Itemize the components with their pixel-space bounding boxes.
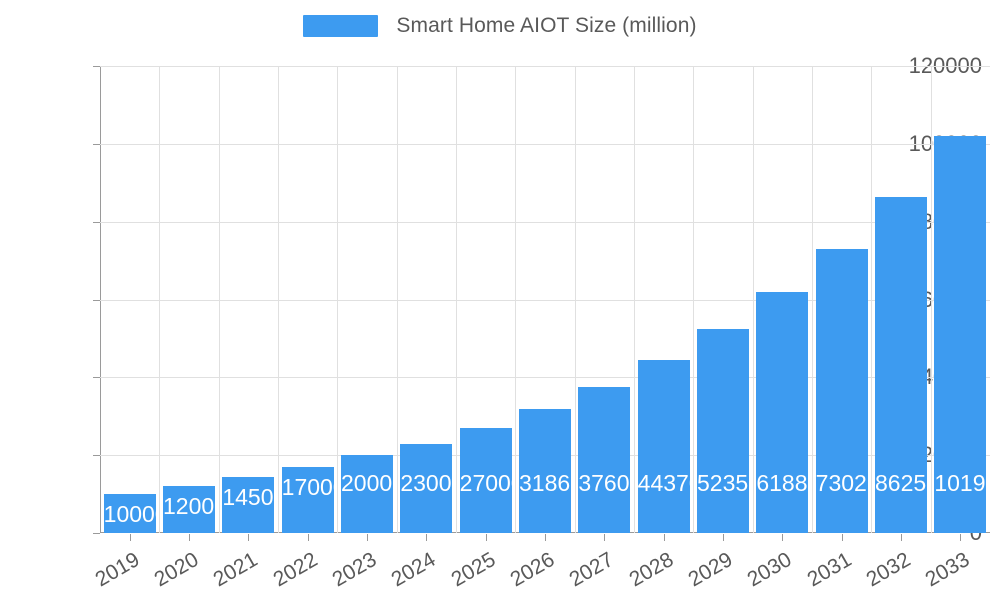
x-axis-tick-mark bbox=[248, 534, 249, 541]
legend-item-smart-home-aiot[interactable]: Smart Home AIOT Size (million) bbox=[303, 14, 696, 38]
bar-value-label: 52350 bbox=[697, 470, 749, 496]
x-axis-tick-label: 2032 bbox=[862, 548, 915, 592]
bar-value-label: 27000 bbox=[459, 470, 512, 496]
x-axis-tick-mark bbox=[782, 534, 783, 541]
bar[interactable]: 37600 bbox=[578, 386, 631, 533]
gridline-vertical bbox=[219, 66, 220, 533]
bar[interactable]: 10000 bbox=[103, 494, 156, 533]
x-axis-tick-label: 2030 bbox=[743, 548, 796, 592]
x-axis-tick-mark bbox=[130, 534, 131, 541]
x-axis-tick-label: 2033 bbox=[921, 548, 974, 592]
x-axis-tick-label: 2022 bbox=[269, 548, 322, 592]
x-axis-tick-mark bbox=[664, 534, 665, 541]
x-axis-tick-mark bbox=[426, 534, 427, 541]
legend-item-label: Smart Home AIOT Size (million) bbox=[396, 14, 697, 37]
x-axis-tick-label: 2019 bbox=[91, 548, 144, 592]
bar-value-label: 10000 bbox=[103, 501, 156, 528]
x-axis-tick-label: 2021 bbox=[209, 548, 262, 592]
gridline-horizontal bbox=[100, 66, 990, 67]
bar[interactable]: 44370 bbox=[637, 360, 690, 533]
bar[interactable]: 31860 bbox=[519, 409, 571, 533]
x-axis-tick-label: 2020 bbox=[150, 548, 203, 592]
bar[interactable]: 23000 bbox=[400, 443, 453, 533]
bar[interactable]: 14500 bbox=[222, 476, 275, 533]
bar-value-label: 86250 bbox=[875, 470, 927, 496]
gridline-horizontal bbox=[100, 221, 990, 223]
x-axis-tick-label: 2028 bbox=[625, 548, 678, 592]
gridline-vertical bbox=[337, 66, 338, 533]
chart-legend: Smart Home AIOT Size (million) bbox=[0, 14, 1000, 38]
gridline-vertical bbox=[397, 66, 398, 533]
gridline-vertical bbox=[575, 66, 576, 533]
gridline-vertical bbox=[159, 66, 160, 533]
y-axis-tick-mark bbox=[93, 143, 100, 145]
bar-value-label: 61880 bbox=[756, 470, 808, 496]
gridline-vertical bbox=[278, 66, 279, 533]
gridline-horizontal bbox=[100, 143, 990, 145]
x-axis-tick-label: 2026 bbox=[506, 548, 559, 592]
bar-value-label: 12000 bbox=[163, 493, 215, 520]
gridline-vertical bbox=[753, 66, 754, 533]
legend-swatch-icon bbox=[303, 15, 379, 37]
x-axis-tick-mark bbox=[960, 534, 961, 541]
x-axis-tick-label: 2027 bbox=[565, 548, 618, 592]
bar[interactable]: 12000 bbox=[163, 486, 215, 533]
bar-value-label: 20000 bbox=[341, 470, 393, 496]
x-axis-tick-mark bbox=[367, 534, 368, 541]
gridline-vertical bbox=[931, 66, 932, 533]
x-axis-tick-mark bbox=[604, 534, 605, 541]
bar[interactable]: 73022 bbox=[815, 248, 868, 533]
gridline-horizontal bbox=[100, 377, 990, 379]
gridline-vertical bbox=[693, 66, 694, 533]
gridline-vertical bbox=[634, 66, 635, 533]
gridline-vertical bbox=[812, 66, 813, 533]
x-axis-tick-label: 2029 bbox=[684, 548, 737, 592]
x-axis-tick-mark bbox=[901, 534, 902, 541]
x-axis-tick-mark bbox=[545, 534, 546, 541]
y-axis-tick-mark bbox=[93, 66, 100, 67]
x-axis-tick-mark bbox=[486, 534, 487, 541]
gridline-vertical bbox=[456, 66, 457, 533]
x-axis-tick-label: 2023 bbox=[328, 548, 381, 592]
bar[interactable]: 101974 bbox=[934, 136, 987, 533]
bar-value-label: 17000 bbox=[281, 473, 334, 500]
x-axis-tick-mark bbox=[842, 534, 843, 541]
bar-value-label: 73022 bbox=[815, 470, 868, 496]
plot-area: 10000 12000 14500 17000 20000 23000 27000 31860… bbox=[100, 66, 990, 533]
gridline-horizontal bbox=[100, 299, 990, 301]
bar-value-label: 44370 bbox=[637, 470, 690, 496]
gridline-vertical bbox=[515, 66, 516, 533]
y-axis-tick-mark bbox=[93, 299, 100, 301]
bar[interactable]: 52350 bbox=[697, 329, 749, 533]
bar[interactable]: 20000 bbox=[341, 455, 393, 533]
bar[interactable]: 17000 bbox=[281, 466, 334, 533]
x-axis-tick-label: 2031 bbox=[803, 548, 856, 592]
x-axis-tick-mark bbox=[723, 534, 724, 541]
y-axis-tick-mark bbox=[93, 455, 100, 457]
x-axis-tick-mark bbox=[189, 534, 190, 541]
bar-value-label: 23000 bbox=[400, 470, 452, 496]
y-axis-tick-mark bbox=[93, 377, 100, 379]
bar[interactable]: 86250 bbox=[875, 197, 927, 533]
bar-value-label: 101974 bbox=[934, 470, 986, 496]
bar[interactable]: 27000 bbox=[459, 427, 512, 533]
x-axis-tick-mark bbox=[308, 534, 309, 541]
y-axis-tick-mark bbox=[93, 221, 100, 223]
y-axis-tick-label: 120000 bbox=[908, 53, 982, 78]
gridline-vertical bbox=[871, 66, 872, 533]
x-axis-tick-label: 2024 bbox=[387, 548, 440, 592]
bar-value-label: 37600 bbox=[578, 470, 630, 496]
bar[interactable]: 61880 bbox=[756, 292, 809, 533]
y-axis-tick-mark bbox=[93, 533, 100, 534]
x-axis-tick-label: 2025 bbox=[447, 548, 500, 592]
bar-value-label: 14500 bbox=[222, 483, 274, 510]
bar-value-label: 31860 bbox=[519, 470, 571, 496]
